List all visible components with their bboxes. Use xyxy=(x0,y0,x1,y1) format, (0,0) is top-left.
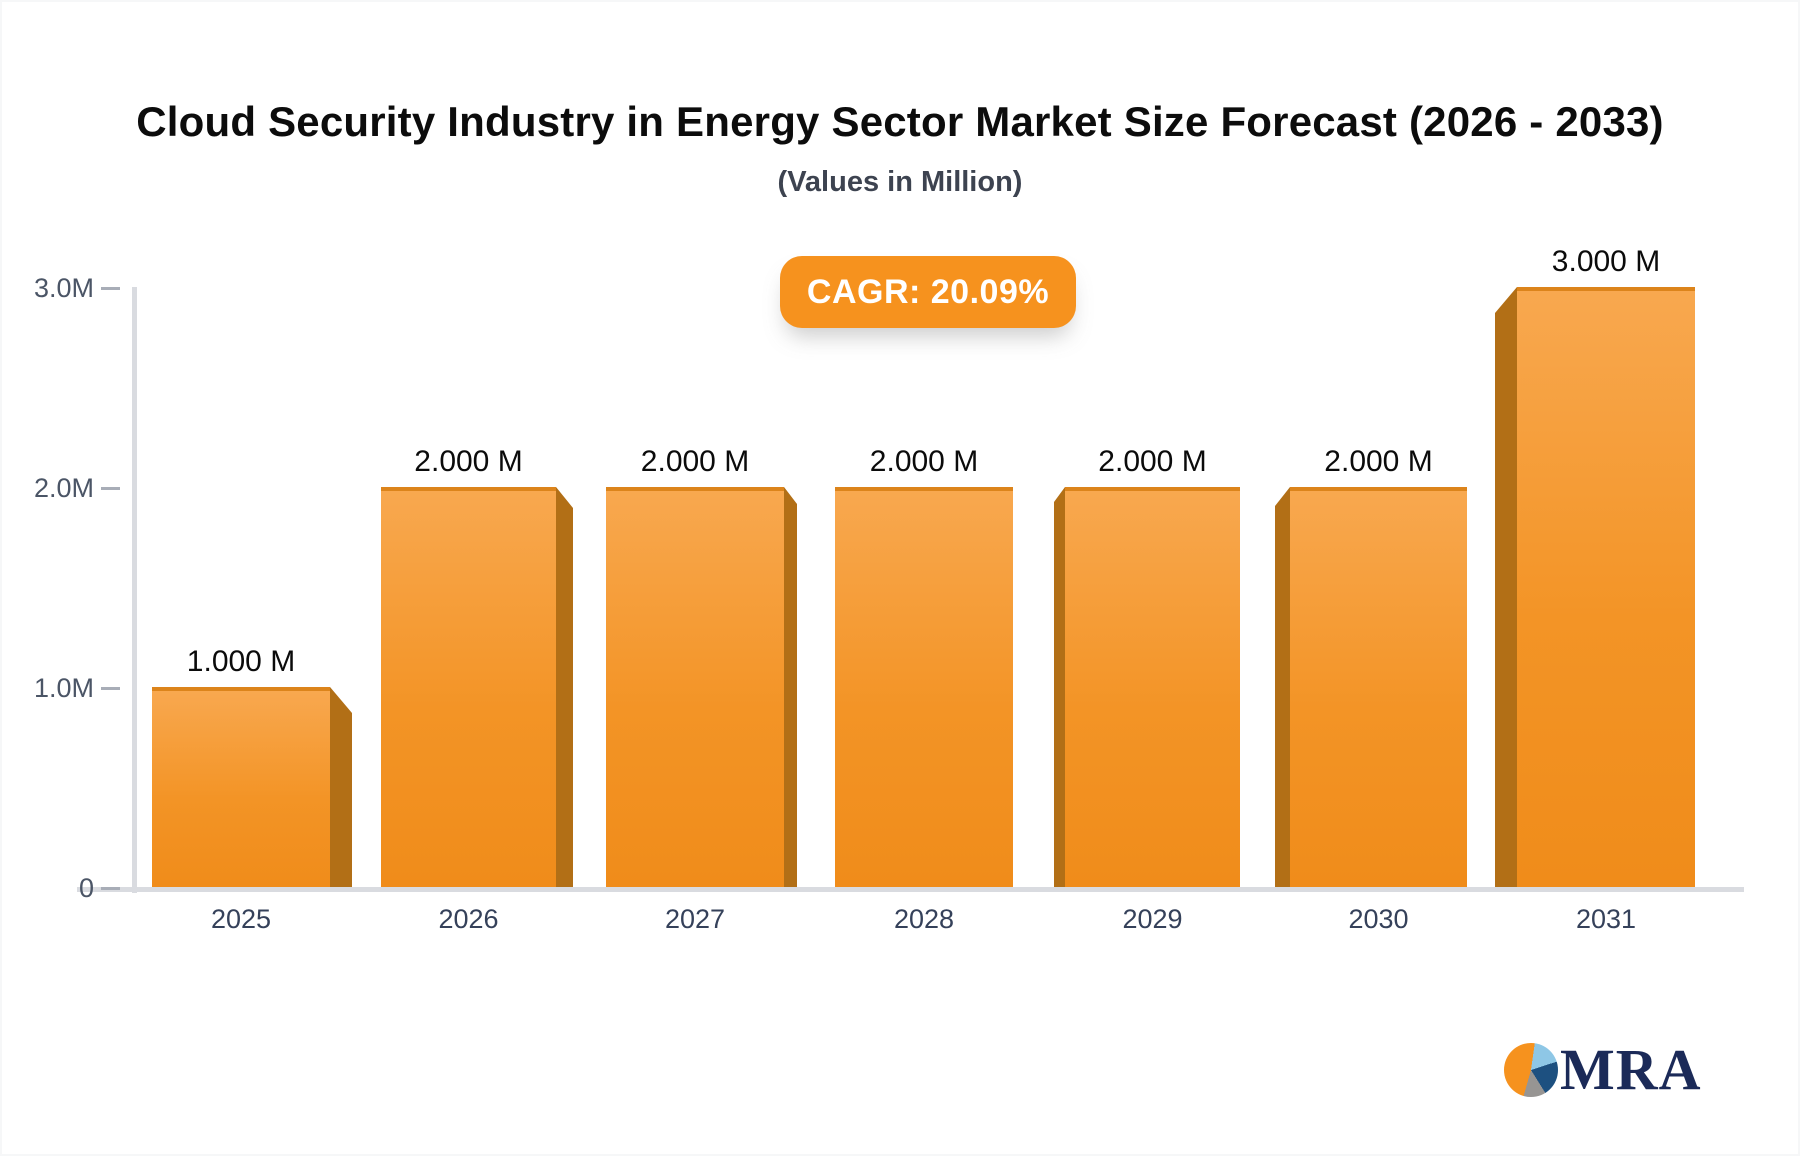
pie-chart-icon xyxy=(1504,1043,1558,1097)
bar-value-label: 2.000 M xyxy=(1324,445,1433,478)
x-category-label: 2028 xyxy=(893,904,955,934)
x-category-label: 2026 xyxy=(438,904,499,934)
y-axis-line xyxy=(132,287,137,893)
x-category-label: 2027 xyxy=(664,904,726,934)
brand-logo: MRA xyxy=(1504,1039,1702,1101)
y-tick-dash xyxy=(101,687,120,690)
bar-2029 xyxy=(1065,487,1240,887)
bar-2028 xyxy=(835,487,1013,887)
bar-value-label: 3.000 M xyxy=(1551,245,1661,278)
bar-2031 xyxy=(1517,287,1695,887)
bar-value-label: 2.000 M xyxy=(414,445,523,478)
bar-2026 xyxy=(381,487,556,887)
bar-value-label: 2.000 M xyxy=(640,445,750,478)
y-tick-dash xyxy=(101,887,120,890)
bar-side-face xyxy=(1054,487,1065,887)
bar-side-face xyxy=(556,487,573,887)
bar-value-label: 2.000 M xyxy=(1098,445,1207,478)
bar-value-label: 1.000 M xyxy=(186,645,296,678)
x-axis-line xyxy=(77,887,1744,892)
chart-title: Cloud Security Industry in Energy Sector… xyxy=(136,98,1664,145)
bar-side-face xyxy=(784,487,797,887)
bar-2025 xyxy=(152,687,330,887)
bar-2027 xyxy=(606,487,784,887)
y-tick-dash xyxy=(101,287,120,290)
brand-wordmark: MRA xyxy=(1560,1037,1702,1102)
bar-2030 xyxy=(1290,487,1467,887)
bar-value-label: 2.000 M xyxy=(869,445,979,478)
bar-side-face xyxy=(1495,287,1517,887)
cagr-badge: CAGR: 20.09% xyxy=(780,256,1076,328)
cagr-badge-label: CAGR: 20.09% xyxy=(806,272,1050,311)
x-category-label: 2029 xyxy=(1122,904,1183,934)
x-category-label: 2030 xyxy=(1348,904,1409,934)
y-tick-label: 0 xyxy=(78,873,94,903)
chart-subtitle: (Values in Million) xyxy=(777,166,1023,198)
y-tick-label: 2.0M xyxy=(33,473,94,503)
x-category-label: 2031 xyxy=(1575,904,1637,934)
y-tick-dash xyxy=(101,487,120,490)
y-tick-label: 3.0M xyxy=(33,273,94,303)
y-tick-label: 1.0M xyxy=(33,673,94,703)
bar-side-face xyxy=(1275,487,1290,887)
bar-side-face xyxy=(330,687,352,887)
x-category-label: 2025 xyxy=(210,904,272,934)
